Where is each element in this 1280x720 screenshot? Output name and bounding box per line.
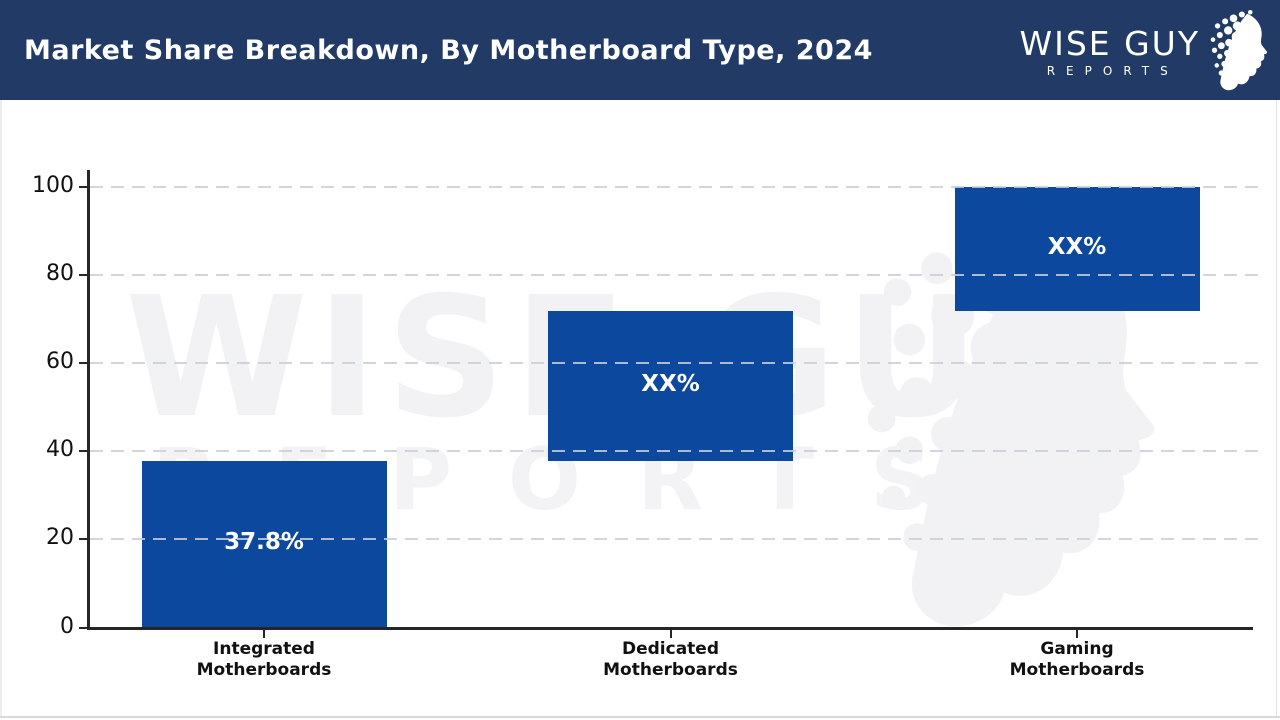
gridline [90,538,1258,541]
y-tick-mark [79,450,87,453]
gridline [90,362,1258,365]
y-tick-mark [79,626,87,629]
x-tick-mark [669,630,672,638]
frame-bottom-border [0,716,1280,718]
category-label: Dedicated Motherboards [603,639,738,680]
gridline [90,450,1258,453]
x-axis-line [87,627,1253,630]
y-tick-mark [79,274,87,277]
gridline [90,274,1258,277]
header-bar: Market Share Breakdown, By Motherboard T… [0,0,1280,100]
y-tick-mark [79,362,87,365]
y-tick-mark [79,538,87,541]
y-tick-label: 100 [32,173,74,198]
logo-head-icon [1194,8,1270,94]
y-tick-label: 60 [46,349,74,375]
bar-value-label: XX% [641,371,700,398]
y-tick-label: 80 [46,261,74,287]
bar-segment [954,187,1200,312]
category-label: Integrated Motherboards [196,639,332,680]
logo-wordmark: WISE GUY [1019,24,1200,63]
bar-value-label: XX% [1047,234,1107,261]
gridline [90,186,1258,188]
page-title: Market Share Breakdown, By Motherboard T… [24,34,873,66]
frame-left-border [0,100,2,716]
frame-right-border [1276,100,1277,716]
bar-segment [548,311,793,461]
bar-segment [141,460,387,628]
x-tick-mark [263,630,265,638]
y-tick-label: 0 [60,613,74,639]
wise-guy-reports-logo: WISE GUY REPORTS [1019,5,1270,97]
y-axis-line [87,170,90,630]
y-tick-label: 40 [46,437,74,463]
bar-value-label: 37.8% [224,529,304,556]
category-label: Gaming Motherboards [1009,639,1145,680]
y-tick-mark [79,186,87,188]
y-tick-label: 20 [46,525,74,551]
x-tick-mark [1076,630,1078,638]
logo-sub-label: REPORTS [1046,64,1179,78]
logo-text: WISE GUY REPORTS [1019,24,1200,78]
